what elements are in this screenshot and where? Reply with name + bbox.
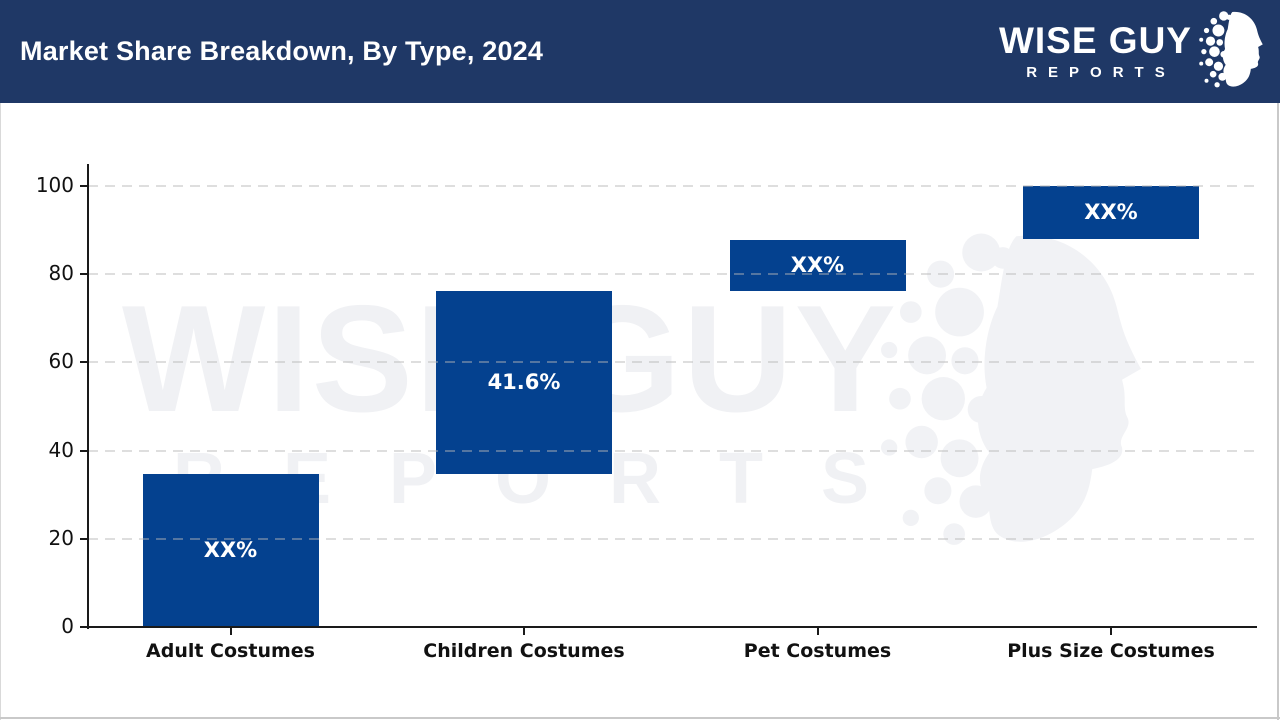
brand-tagline: REPORTS [1026,64,1176,81]
y-tick [80,361,88,364]
x-axis-label-plus-size-costumes: Plus Size Costumes [1007,640,1215,662]
page-title: Market Share Breakdown, By Type, 2024 [20,36,544,66]
page-border-left [0,103,1,720]
bar-pet-costumes: XX% [729,239,906,291]
x-tick [523,628,525,635]
bar-plus-size-costumes: XX% [1023,186,1199,239]
x-tick [816,628,819,635]
y-tick [80,185,88,187]
brand-name: WISE GUY [998,20,1192,61]
x-axis-label-pet-costumes: Pet Costumes [743,640,892,662]
y-tick-label: 40 [48,437,74,462]
gridline [88,185,1257,187]
y-tick [80,449,88,452]
page-border-bottom [0,717,1280,719]
y-axis-spine [87,164,89,629]
y-tick-label: 80 [48,261,74,286]
y-tick [80,273,88,276]
x-tick [1110,628,1112,635]
y-tick [80,626,88,628]
x-tick [229,628,232,635]
y-tick-label: 0 [61,614,74,638]
brand-head-icon [1194,8,1268,94]
bar-value-label: 41.6% [487,370,561,395]
gridline [88,273,1257,276]
bar-value-label: XX% [1084,200,1138,225]
brand-logo: WISE GUY REPORTS [999,8,1268,94]
page-border-right [1277,103,1279,720]
y-tick-label: 20 [48,525,74,550]
gridline [88,537,1257,540]
bar-adult-costumes: XX% [142,473,319,627]
gridline [88,361,1257,364]
header-bar: Market Share Breakdown, By Type, 2024 WI… [0,0,1280,103]
bar-value-label: XX% [203,538,258,563]
y-tick-label: 60 [48,349,74,374]
x-axis-label-adult-costumes: Adult Costumes [146,640,315,662]
x-axis-line [87,626,1257,628]
gridline [88,449,1257,452]
bar-value-label: XX% [790,253,845,278]
x-axis-label-children-costumes: Children Costumes [423,640,625,662]
y-tick [80,537,88,540]
y-tick-label: 100 [35,173,74,197]
bar-children-costumes: 41.6% [436,290,612,474]
brand-text: WISE GUY REPORTS [999,22,1192,80]
